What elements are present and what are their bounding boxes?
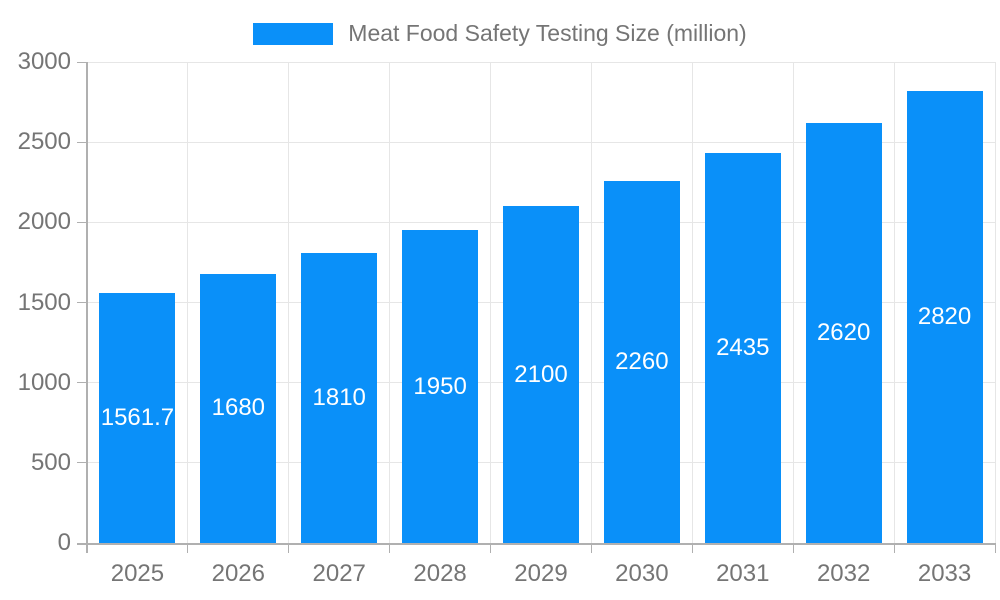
bar-value-label: 1950 xyxy=(413,372,467,400)
y-tick-label: 1000 xyxy=(17,368,71,396)
legend: Meat Food Safety Testing Size (million) xyxy=(0,20,1000,47)
bar-2033[interactable] xyxy=(906,90,983,543)
bar-2032[interactable] xyxy=(805,122,882,543)
bar-value-label: 2435 xyxy=(716,333,770,361)
x-axis-tick xyxy=(691,543,693,553)
bar-value-label: 2620 xyxy=(816,318,871,346)
y-tick-label: 500 xyxy=(30,448,71,476)
bar-2025[interactable] xyxy=(99,292,176,543)
bar-value-label: 1561.7 xyxy=(100,403,175,431)
x-axis-tick xyxy=(792,543,794,553)
y-tick-label: 2500 xyxy=(17,128,71,156)
bar-value-label: 2100 xyxy=(514,360,568,388)
gridline-vertical xyxy=(187,62,189,543)
legend-swatch[interactable] xyxy=(253,22,334,45)
gridline-vertical xyxy=(288,62,290,543)
x-axis-tick xyxy=(187,543,189,553)
gridline-vertical xyxy=(893,62,895,543)
bar-value-label: 1810 xyxy=(312,383,366,411)
x-axis-tick xyxy=(288,543,290,553)
bar-value-label: 1680 xyxy=(211,394,266,422)
x-axis-tick xyxy=(590,543,592,553)
y-tick-label: 3000 xyxy=(17,48,71,75)
y-axis-tick xyxy=(77,382,87,384)
x-tick-label: 2032 xyxy=(816,560,871,587)
x-tick-label: 2027 xyxy=(312,560,366,587)
bar-2027[interactable] xyxy=(301,252,378,543)
y-axis-tick xyxy=(77,462,87,464)
x-axis-tick xyxy=(893,543,895,553)
y-tick-label: 1500 xyxy=(17,288,71,316)
x-tick-label: 2031 xyxy=(716,560,770,587)
x-tick-label: 2028 xyxy=(413,560,467,587)
bar-2031[interactable] xyxy=(704,152,781,543)
gridline-vertical xyxy=(691,62,693,543)
y-tick-label: 0 xyxy=(57,529,71,556)
y-axis-tick xyxy=(77,61,87,63)
y-axis-tick xyxy=(77,141,87,143)
x-axis-tick xyxy=(389,543,391,553)
gridline-horizontal xyxy=(87,141,995,143)
x-tick-label: 2033 xyxy=(917,560,972,587)
gridline-vertical xyxy=(389,62,391,543)
bar-2030[interactable] xyxy=(603,180,680,543)
y-tick-label: 2000 xyxy=(17,208,71,236)
x-tick-label: 2030 xyxy=(615,560,669,587)
bar-2028[interactable] xyxy=(402,230,479,543)
x-tick-label: 2025 xyxy=(110,560,165,587)
y-axis-tick xyxy=(77,302,87,303)
x-axis-tick xyxy=(490,543,492,553)
x-tick-label: 2029 xyxy=(514,560,568,587)
bar-2026[interactable] xyxy=(200,273,277,543)
legend-label[interactable]: Meat Food Safety Testing Size (million) xyxy=(348,20,747,46)
bar-value-label: 2260 xyxy=(615,347,669,375)
gridline-vertical xyxy=(590,62,592,543)
x-axis-line xyxy=(77,543,995,545)
gridline-vertical xyxy=(490,62,492,543)
bar-2029[interactable] xyxy=(503,206,579,543)
gridline-vertical xyxy=(994,62,996,543)
x-axis-tick xyxy=(994,543,996,553)
bar-value-label: 2820 xyxy=(917,302,972,330)
gridline-vertical xyxy=(792,62,794,543)
y-axis-line xyxy=(86,62,88,553)
y-axis-tick xyxy=(77,221,87,223)
gridline-horizontal xyxy=(87,61,995,63)
x-tick-label: 2026 xyxy=(211,560,265,587)
